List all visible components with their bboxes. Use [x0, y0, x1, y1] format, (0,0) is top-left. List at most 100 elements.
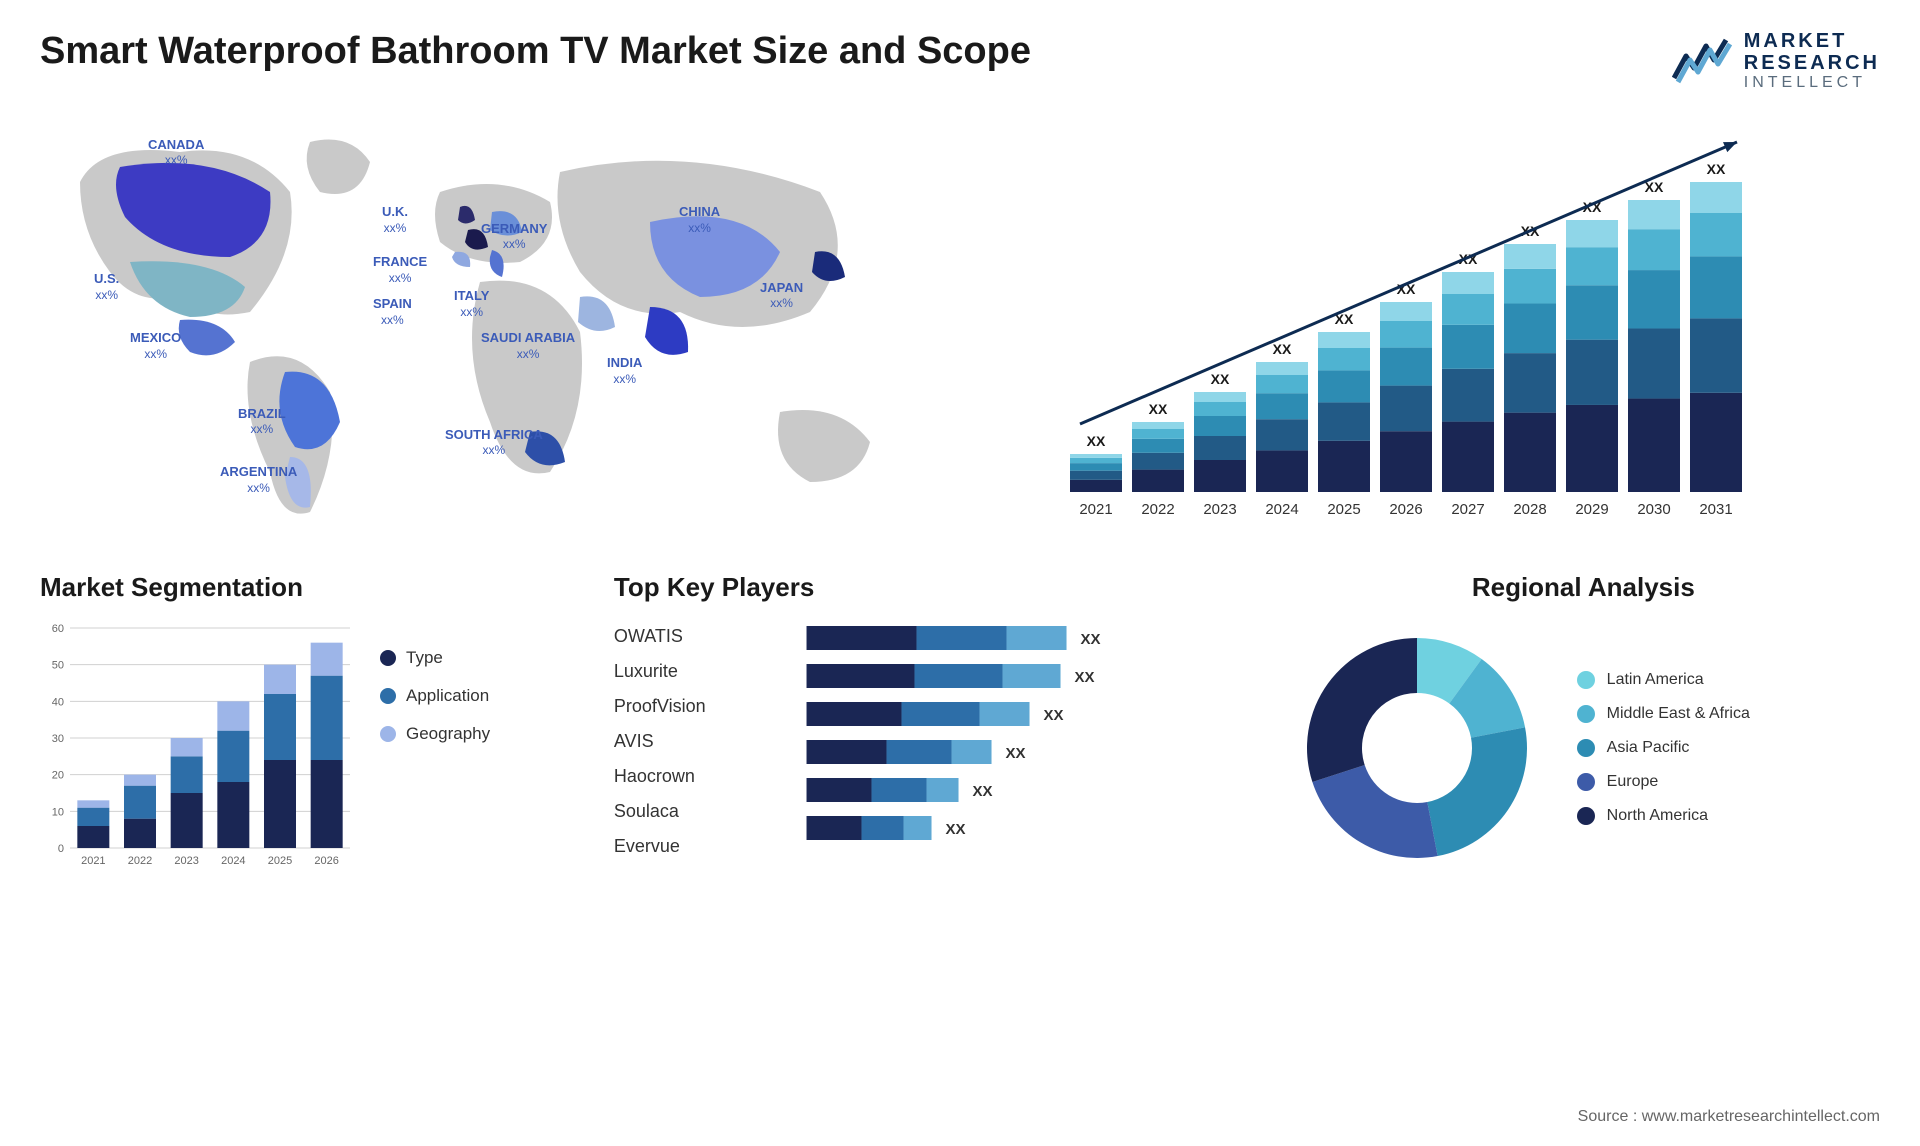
svg-text:XX: XX — [1211, 371, 1230, 387]
svg-text:XX: XX — [1707, 161, 1726, 177]
region-legend-label: Europe — [1607, 773, 1659, 791]
svg-text:XX: XX — [1273, 341, 1292, 357]
svg-text:40: 40 — [52, 696, 64, 708]
svg-text:2021: 2021 — [81, 855, 105, 867]
svg-text:XX: XX — [972, 783, 992, 800]
world-map-panel: CANADAxx% U.S.xx% MEXICOxx% BRAZILxx% ARGENT… — [40, 112, 940, 532]
map-label-italy: ITALYxx% — [454, 288, 489, 319]
map-label-argentina: ARGENTINAxx% — [220, 464, 297, 495]
map-label-india: INDIAxx% — [607, 355, 642, 386]
svg-text:XX: XX — [1080, 631, 1100, 648]
map-label-mexico: MEXICOxx% — [130, 330, 181, 361]
region-legend-latin-america: Latin America — [1577, 671, 1750, 689]
seg-legend-label: Geography — [406, 724, 490, 744]
players-list: OWATIS Luxurite ProofVision AVIS Haocrown Sou… — [614, 618, 706, 883]
players-title: Top Key Players — [614, 572, 1257, 603]
map-label-u-s-: U.S.xx% — [94, 271, 119, 302]
region-legend-label: Middle East & Africa — [1607, 705, 1750, 723]
svg-text:XX: XX — [1149, 401, 1168, 417]
swatch-icon — [1577, 773, 1595, 791]
svg-text:50: 50 — [52, 659, 64, 671]
region-legend-label: Asia Pacific — [1607, 739, 1690, 757]
seg-legend-label: Type — [406, 648, 443, 668]
growth-bar-chart: XX2021XX2022XX2023XX2024XX2025XX2026XX20… — [980, 112, 1880, 532]
svg-text:2026: 2026 — [314, 855, 338, 867]
svg-text:0: 0 — [58, 843, 64, 855]
segmentation-legend: Type Application Geography — [380, 618, 490, 878]
svg-text:20: 20 — [52, 769, 64, 781]
map-label-japan: JAPANxx% — [760, 280, 803, 311]
map-label-south-africa: SOUTH AFRICAxx% — [445, 427, 543, 458]
svg-text:10: 10 — [52, 806, 64, 818]
regional-donut-chart — [1287, 618, 1547, 878]
svg-text:XX: XX — [1043, 707, 1063, 724]
map-label-germany: GERMANYxx% — [481, 221, 547, 252]
segmentation-title: Market Segmentation — [40, 572, 584, 603]
svg-text:XX: XX — [1087, 433, 1106, 449]
svg-text:XX: XX — [945, 821, 965, 838]
svg-text:2031: 2031 — [1699, 501, 1732, 518]
page-title: Smart Waterproof Bathroom TV Market Size… — [40, 30, 1031, 73]
regional-title: Regional Analysis — [1287, 572, 1880, 603]
svg-text:2021: 2021 — [1079, 501, 1112, 518]
players-bar-chart: XX XX XX XX XX XX — [726, 618, 1257, 878]
region-legend-europe: Europe — [1577, 773, 1750, 791]
map-label-saudi-arabia: SAUDI ARABIAxx% — [481, 330, 575, 361]
swatch-icon — [1577, 807, 1595, 825]
logo-line1: MARKET — [1744, 30, 1880, 52]
region-legend-asia-pacific: Asia Pacific — [1577, 739, 1750, 757]
map-label-canada: CANADAxx% — [148, 137, 204, 168]
player-evervue: Evervue — [614, 836, 706, 857]
region-legend-north-america: North America — [1577, 807, 1750, 825]
region-legend-label: Latin America — [1607, 671, 1704, 689]
swatch-icon — [380, 688, 396, 704]
seg-legend-type: Type — [380, 648, 490, 668]
svg-text:30: 30 — [52, 733, 64, 745]
player-avis: AVIS — [614, 731, 706, 752]
svg-text:2022: 2022 — [1141, 501, 1174, 518]
player-proofvision: ProofVision — [614, 696, 706, 717]
region-legend-middle-east-africa: Middle East & Africa — [1577, 705, 1750, 723]
swatch-icon — [380, 650, 396, 666]
regional-legend: Latin America Middle East & Africa Asia Pa… — [1577, 671, 1750, 825]
svg-text:2029: 2029 — [1575, 501, 1608, 518]
swatch-icon — [380, 726, 396, 742]
swatch-icon — [1577, 705, 1595, 723]
swatch-icon — [1577, 671, 1595, 689]
svg-text:2025: 2025 — [1327, 501, 1360, 518]
svg-text:2023: 2023 — [1203, 501, 1236, 518]
map-label-brazil: BRAZILxx% — [238, 406, 286, 437]
svg-text:2023: 2023 — [174, 855, 198, 867]
map-label-u-k-: U.K.xx% — [382, 204, 408, 235]
map-label-china: CHINAxx% — [679, 204, 720, 235]
svg-text:2025: 2025 — [268, 855, 292, 867]
svg-text:2028: 2028 — [1513, 501, 1546, 518]
map-label-france: FRANCExx% — [373, 254, 427, 285]
svg-text:60: 60 — [52, 623, 64, 635]
svg-text:2030: 2030 — [1637, 501, 1670, 518]
seg-legend-application: Application — [380, 686, 490, 706]
svg-text:XX: XX — [1005, 745, 1025, 762]
svg-text:2027: 2027 — [1451, 501, 1484, 518]
brand-logo: MARKET RESEARCH INTELLECT — [1672, 30, 1880, 92]
source-attribution: Source : www.marketresearchintellect.com — [1578, 1108, 1880, 1126]
player-owatis: OWATIS — [614, 626, 706, 647]
logo-mark-icon — [1672, 36, 1732, 86]
segmentation-bar-chart: 0 10 20 30 40 50 60 2021 2022 2023 2024 2025 2026 — [40, 618, 360, 878]
seg-legend-label: Application — [406, 686, 489, 706]
svg-text:2024: 2024 — [221, 855, 245, 867]
svg-text:2022: 2022 — [128, 855, 152, 867]
svg-text:2024: 2024 — [1265, 501, 1298, 518]
player-luxurite: Luxurite — [614, 661, 706, 682]
seg-legend-geography: Geography — [380, 724, 490, 744]
player-soulaca: Soulaca — [614, 801, 706, 822]
svg-text:XX: XX — [1074, 669, 1094, 686]
world-map-icon — [40, 112, 940, 532]
player-haocrown: Haocrown — [614, 766, 706, 787]
logo-line2: RESEARCH — [1744, 52, 1880, 74]
region-legend-label: North America — [1607, 807, 1708, 825]
growth-chart-panel: XX2021XX2022XX2023XX2024XX2025XX2026XX20… — [980, 112, 1880, 532]
swatch-icon — [1577, 739, 1595, 757]
logo-line3: INTELLECT — [1744, 74, 1880, 92]
svg-text:2026: 2026 — [1389, 501, 1422, 518]
